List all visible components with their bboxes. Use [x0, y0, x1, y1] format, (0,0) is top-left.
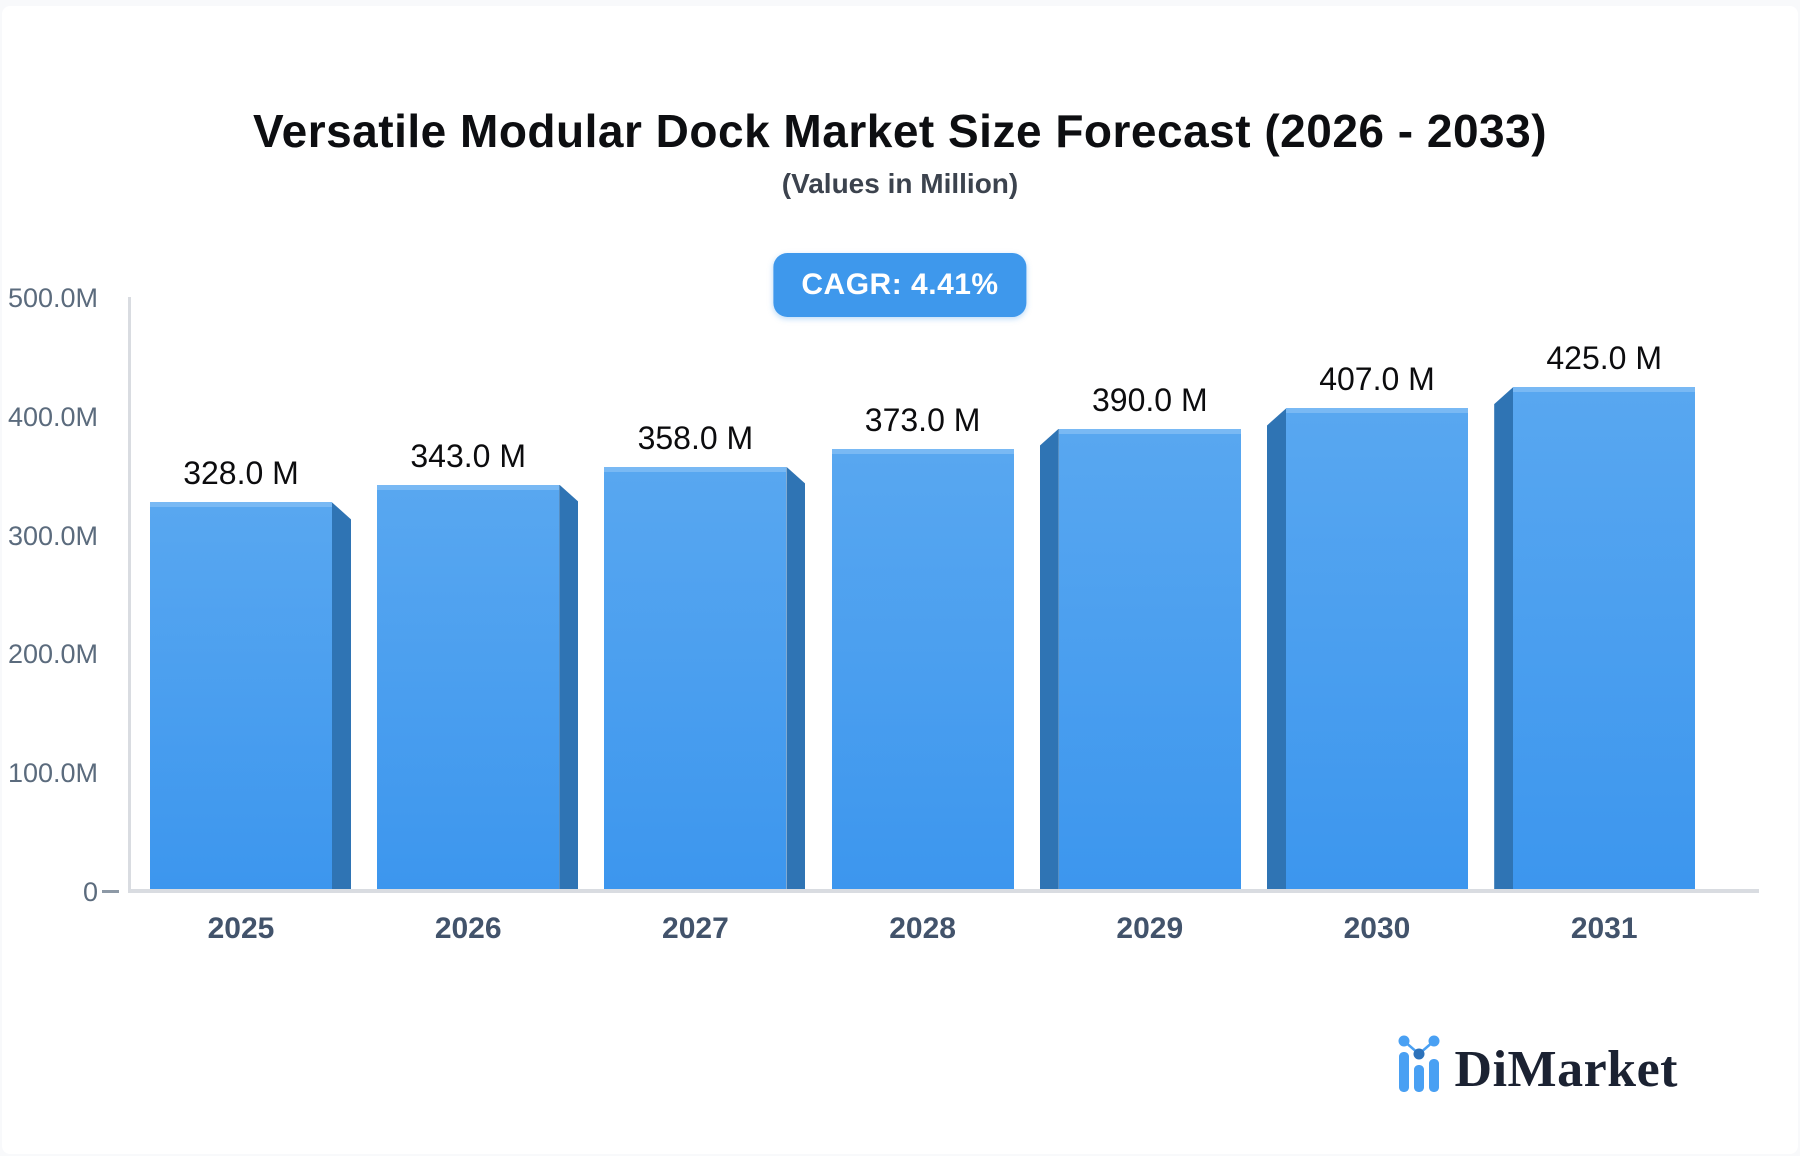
bar-value-label: 328.0 M: [183, 455, 299, 492]
chart-subtitle: (Values in Million): [781, 168, 1019, 199]
bar-value-label: 343.0 M: [410, 437, 526, 474]
bar: [377, 484, 560, 892]
bar-3d-side: [1267, 408, 1286, 892]
bar-3d-side: [786, 466, 806, 892]
bar-chart-trendline-icon: [1398, 1035, 1440, 1092]
bar-3d-side: [1494, 387, 1514, 892]
x-axis-tick-label: 2031: [1570, 912, 1638, 945]
bar-3d-side: [559, 484, 579, 892]
brand-logo: DiMarket: [1396, 1034, 1678, 1099]
x-axis-tick-label: 2027: [662, 912, 729, 945]
y-axis-tick-label: 300.0M: [7, 520, 98, 551]
x-axis-tick-label: 2029: [1116, 912, 1184, 945]
bar-value-label: 358.0 M: [637, 419, 754, 456]
bar-value-label: 407.0 M: [1319, 361, 1435, 398]
plot-area: 500.0M 400.0M 300.0M 200.0M 100.0M 0 328.0 M 3…: [2, 6, 1798, 1154]
bar: [1513, 387, 1696, 892]
bar: [150, 502, 332, 892]
bar-3d-side: [332, 502, 351, 892]
y-axis-tick-label: 500.0M: [7, 283, 98, 313]
y-axis-line: [128, 297, 131, 889]
y-axis-tick-label: 0: [82, 877, 98, 907]
y-axis-tick-label: 100.0M: [7, 758, 98, 789]
x-axis-line: [128, 889, 1759, 893]
x-axis-tick-label: 2026: [434, 912, 502, 945]
bar-3d-side: [1039, 428, 1059, 892]
bar: [1286, 408, 1468, 892]
zero-tick-mark: [102, 890, 119, 893]
x-axis-tick-label: 2028: [889, 912, 956, 945]
bar-value-label: 373.0 M: [864, 401, 981, 438]
chart-title: Versatile Modular Dock Market Size Forec…: [252, 105, 1548, 157]
cagr-badge: CAGR: 4.41%: [773, 253, 1027, 317]
bar-value-label: 425.0 M: [1546, 340, 1662, 377]
bar-value-label: 390.0 M: [1091, 381, 1208, 418]
bar: [831, 448, 1014, 892]
x-axis-tick-label: 2030: [1343, 912, 1411, 945]
bar: [1058, 428, 1241, 892]
x-axis-tick-label: 2025: [207, 912, 275, 945]
chart-card: Versatile Modular Dock Market Size Forec…: [2, 6, 1798, 1154]
bar: [604, 466, 787, 892]
brand-name: DiMarket: [1454, 1041, 1678, 1099]
y-axis-tick-label: 400.0M: [7, 401, 98, 432]
y-axis-tick-label: 200.0M: [7, 639, 98, 670]
